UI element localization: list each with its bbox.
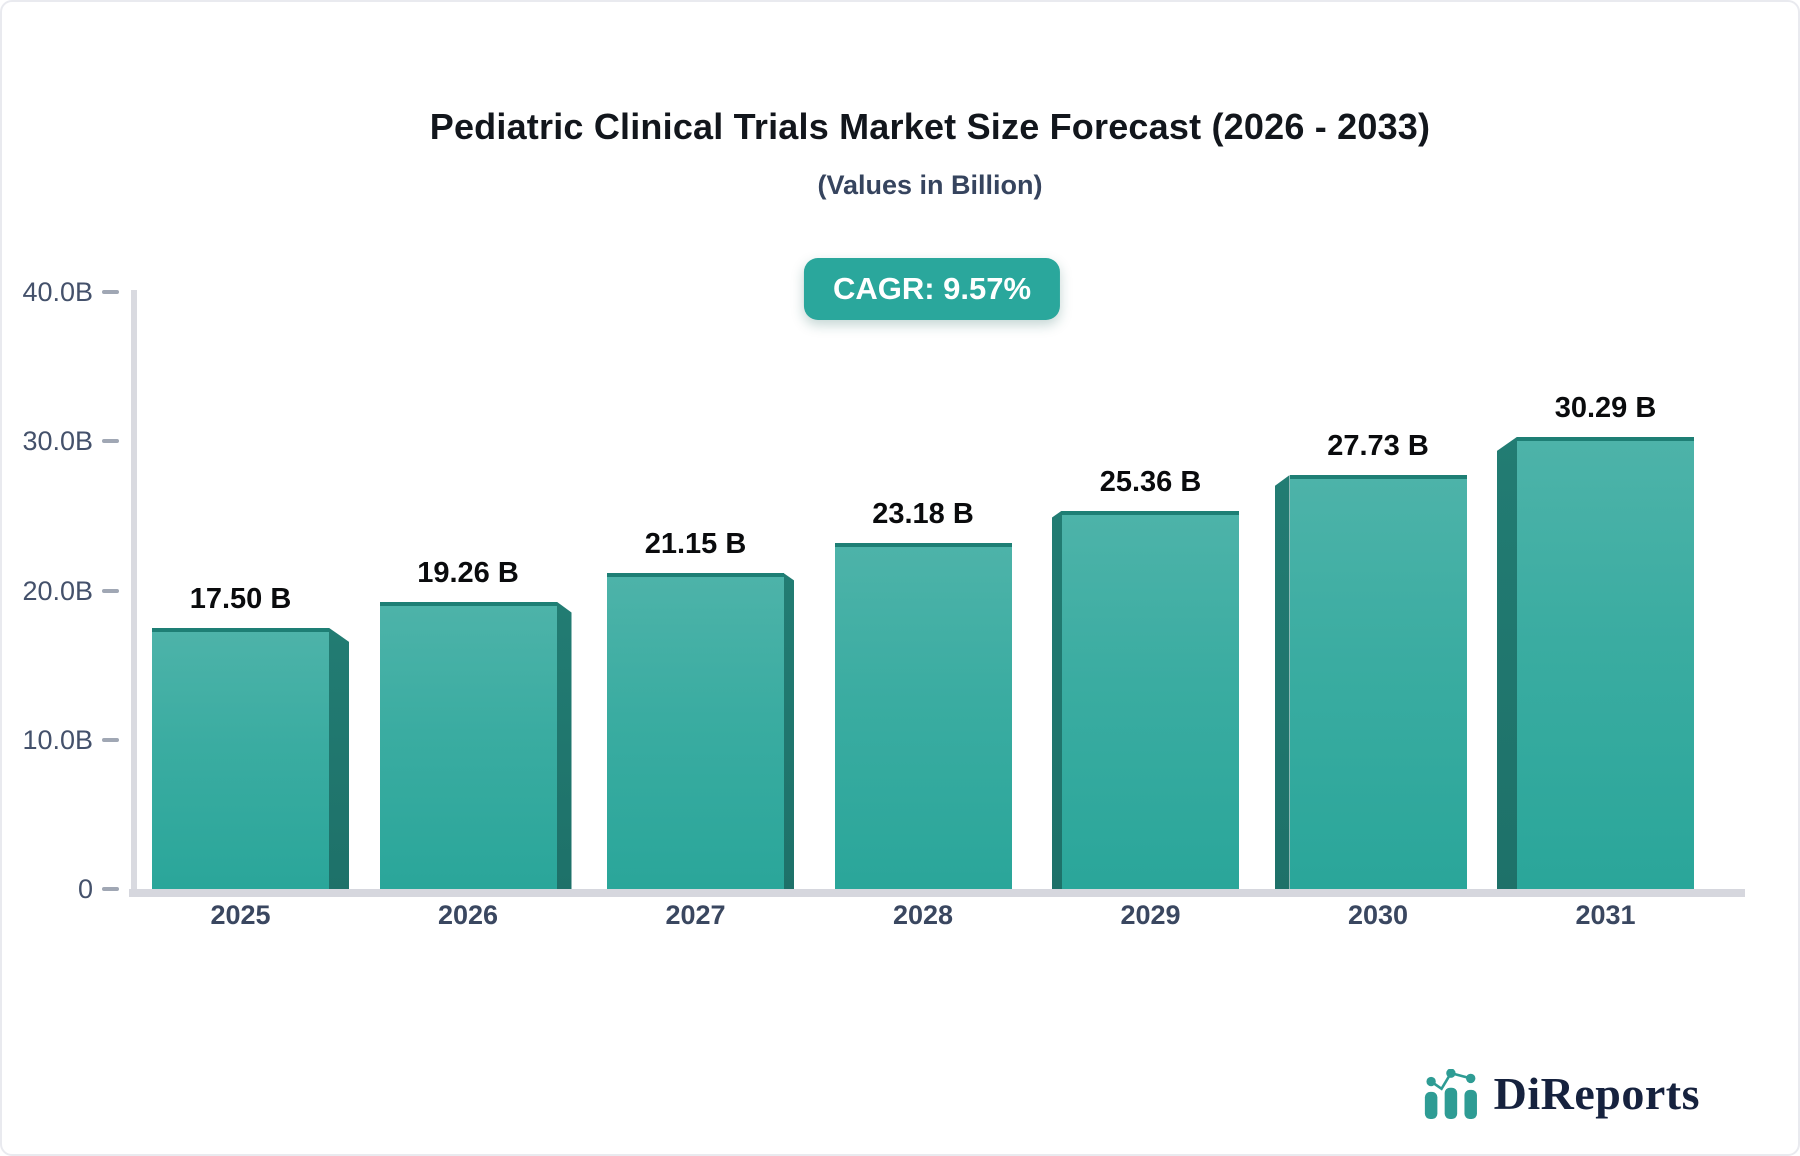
y-tick-dash	[102, 737, 119, 742]
y-tick-label: 40.0B	[22, 277, 93, 307]
y-tick-label: 30.0B	[22, 426, 93, 457]
bar-value-label-2029: 25.36 B	[1099, 465, 1202, 498]
y-tick-label: 10.0B	[22, 724, 93, 755]
bar-3d-side-2026	[556, 601, 572, 889]
bar-2028	[834, 543, 1012, 889]
direports-logo-icon	[1424, 1068, 1477, 1119]
bar-value-label-2027: 21.15 B	[644, 528, 747, 561]
x-axis-label-2028: 2028	[892, 900, 954, 930]
x-axis-label-2029: 2029	[1120, 900, 1181, 930]
bar-2025	[152, 627, 329, 889]
bar-value-label-2030: 27.73 B	[1327, 430, 1429, 463]
bar-2030	[1289, 475, 1467, 889]
direports-logo: DiReports	[1421, 1067, 1700, 1120]
x-axis-label-2025: 2025	[210, 900, 271, 930]
bar-3d-side-2027	[784, 573, 794, 889]
bar-value-label-2028: 23.18 B	[872, 498, 974, 531]
bar-2029	[1062, 510, 1239, 889]
y-tick-dash	[102, 588, 119, 593]
y-tick-dash	[102, 439, 119, 444]
x-axis-label-2031: 2031	[1575, 900, 1636, 930]
bar-value-label-2026: 19.26 B	[417, 556, 519, 589]
y-tick-label: 20.0B	[22, 575, 93, 606]
chart-title: Pediatric Clinical Trials Market Size Fo…	[429, 106, 1431, 147]
cagr-badge: CAGR: 9.57%	[803, 258, 1061, 320]
x-axis-label-2027: 2027	[665, 900, 726, 930]
bar-3d-side-2030	[1274, 475, 1290, 889]
bar-3d-side-2029	[1052, 510, 1062, 889]
direports-logo-text: DiReports	[1493, 1068, 1700, 1119]
bar-3d-side-2025	[329, 627, 349, 889]
bar-2027	[607, 573, 784, 889]
y-tick-label: 0	[77, 874, 93, 904]
bar-value-label-2031: 30.29 B	[1554, 391, 1657, 424]
x-axis-label-2030: 2030	[1347, 900, 1409, 930]
bar-2031	[1517, 436, 1694, 889]
bar-value-label-2025: 17.50 B	[189, 582, 292, 615]
x-axis-line	[129, 889, 1745, 897]
chart-subtitle: (Values in Billion)	[817, 170, 1043, 200]
y-axis-line	[131, 290, 137, 896]
y-tick-dash	[102, 887, 119, 891]
bar-2026	[379, 601, 557, 889]
x-axis-label-2026: 2026	[437, 900, 499, 930]
y-tick-dash	[102, 290, 119, 294]
bar-3d-side-2031	[1497, 436, 1517, 889]
